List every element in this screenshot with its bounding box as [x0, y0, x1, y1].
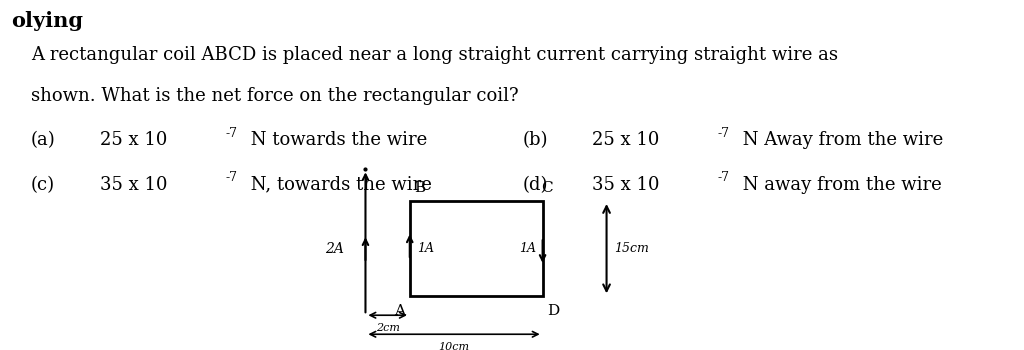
Text: C: C [541, 181, 552, 195]
Text: 15cm: 15cm [614, 242, 649, 255]
Text: (d): (d) [523, 176, 549, 194]
Text: (b): (b) [523, 131, 549, 149]
Text: 10cm: 10cm [438, 342, 470, 350]
Text: 1A: 1A [417, 242, 433, 255]
Text: A rectangular coil ABCD is placed near a long straight current carrying straight: A rectangular coil ABCD is placed near a… [31, 46, 838, 64]
Text: N Away from the wire: N Away from the wire [737, 131, 944, 149]
Text: A: A [394, 304, 404, 318]
Text: D: D [548, 304, 560, 318]
Text: olying: olying [11, 11, 83, 31]
Text: shown. What is the net force on the rectangular coil?: shown. What is the net force on the rect… [31, 87, 518, 105]
Text: B: B [414, 181, 425, 195]
Text: -7: -7 [718, 171, 730, 184]
Text: N away from the wire: N away from the wire [737, 176, 942, 194]
Text: 2A: 2A [325, 241, 344, 255]
Text: N, towards the wire: N, towards the wire [246, 176, 432, 194]
Text: N towards the wire: N towards the wire [246, 131, 428, 149]
Text: 35 x 10: 35 x 10 [592, 176, 659, 194]
Text: (c): (c) [31, 176, 55, 194]
Text: 2cm: 2cm [376, 323, 399, 333]
Text: (a): (a) [31, 131, 55, 149]
Bar [410, 201, 543, 296]
Text: 1A: 1A [519, 242, 536, 255]
Text: 35 x 10: 35 x 10 [99, 176, 167, 194]
Text: -7: -7 [225, 127, 238, 140]
Text: 25 x 10: 25 x 10 [592, 131, 659, 149]
Text: 25 x 10: 25 x 10 [99, 131, 167, 149]
Text: -7: -7 [718, 127, 730, 140]
Text: -7: -7 [225, 171, 238, 184]
